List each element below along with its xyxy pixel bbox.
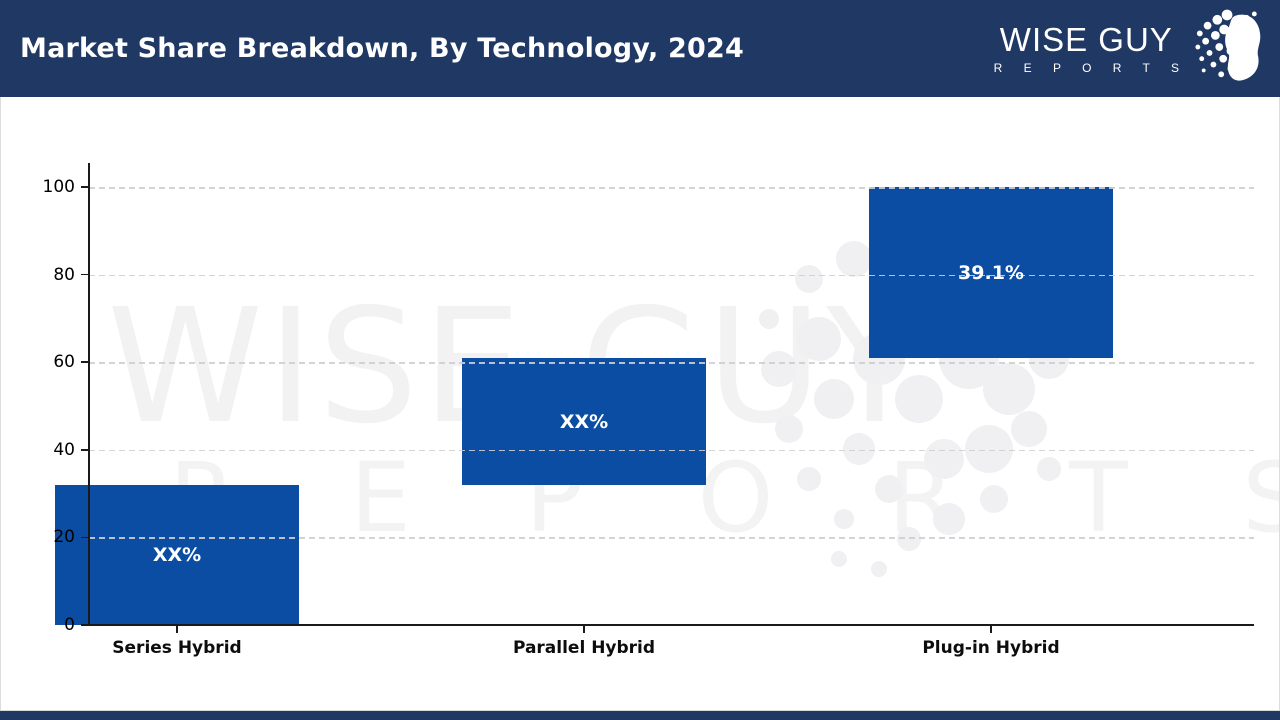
- y-axis-line: [88, 163, 90, 626]
- wiseguy-logo: WISE GUY R E P O R T S: [985, 8, 1266, 90]
- y-axis-tick-label: 40: [53, 439, 75, 460]
- y-axis-tick-label: 60: [53, 352, 75, 373]
- x-axis-tick: [583, 625, 585, 633]
- header-bar: Market Share Breakdown, By Technology, 2…: [0, 0, 1280, 97]
- x-axis-tick: [176, 625, 178, 633]
- y-axis-tick-label: 20: [53, 527, 75, 548]
- x-axis-category-label: Plug-in Hybrid: [922, 638, 1060, 658]
- bar-1: [55, 485, 299, 625]
- footer-bar: [0, 711, 1280, 720]
- y-axis-tick-label: 100: [42, 177, 75, 197]
- y-axis-tick: [81, 536, 89, 539]
- x-axis-tick: [990, 625, 992, 633]
- gridline-20: [89, 537, 1254, 539]
- bar-value-label: XX%: [152, 544, 202, 567]
- bar-value-label: 39.1%: [958, 261, 1024, 284]
- y-axis-tick-label: 0: [64, 615, 75, 635]
- bar-2: [462, 358, 706, 486]
- y-axis-tick: [81, 361, 89, 363]
- x-axis-category-label: Parallel Hybrid: [512, 638, 656, 658]
- gridline-80: [89, 274, 1254, 277]
- logo-wordmark: WISE GUY: [999, 20, 1173, 58]
- bar-value-label: XX%: [559, 410, 609, 433]
- y-axis-tick: [81, 186, 89, 188]
- y-axis-tick: [81, 273, 89, 276]
- logo-subtitle: R E P O R T S: [993, 60, 1188, 75]
- gridline-100: [89, 187, 1254, 189]
- gridline-40: [89, 449, 1254, 452]
- y-axis-tick: [81, 624, 89, 626]
- x-axis-category-label: Series Hybrid: [112, 638, 242, 658]
- y-axis-tick-label: 80: [53, 264, 75, 285]
- plot-region: 0 20 40 60 80 100 XX% XX% 39.1% Series Hybrid Para…: [1, 97, 1279, 710]
- gridline-60: [89, 362, 1254, 364]
- chart-title: Market Share Breakdown, By Technology, 2…: [20, 33, 745, 64]
- chart-area: WISE GUY R E P O R T S 0 20 40 60 80 100 XX% XX…: [0, 97, 1280, 711]
- logo-face-icon: [1195, 9, 1261, 81]
- logo-wordmark-block: WISE GUY R E P O R T S: [985, 23, 1188, 75]
- x-axis-line: [88, 624, 1254, 627]
- y-axis-tick: [81, 449, 89, 451]
